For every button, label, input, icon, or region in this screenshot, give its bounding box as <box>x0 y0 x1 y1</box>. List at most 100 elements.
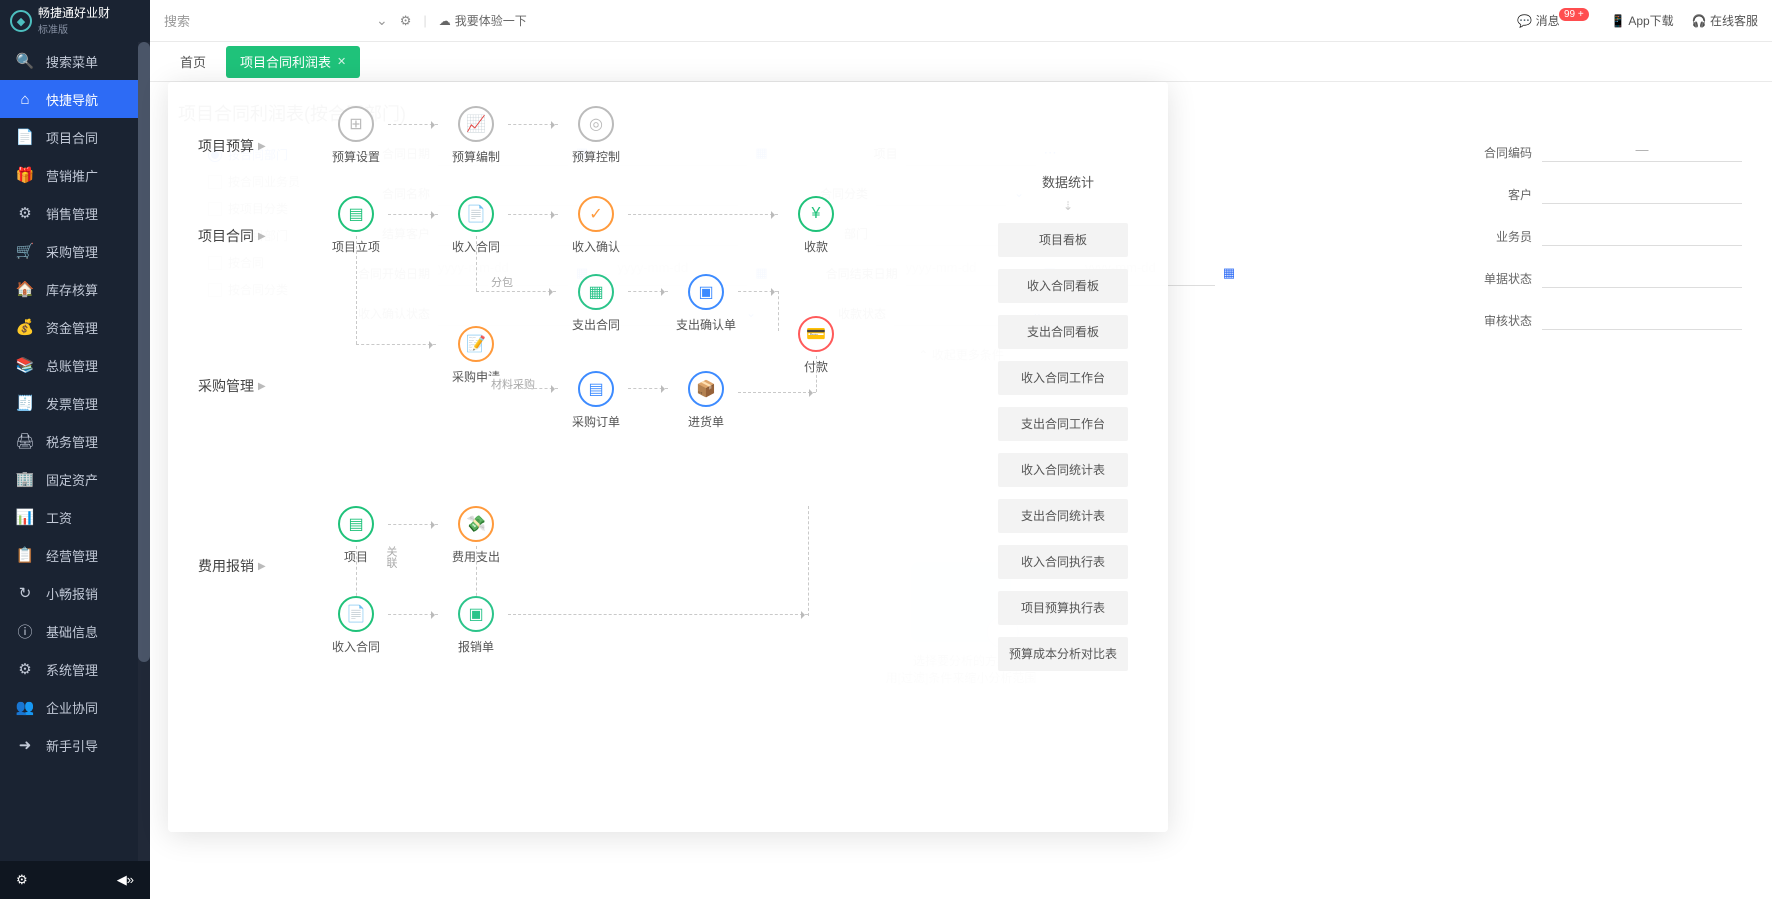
nav-label: 营销推广 <box>46 166 98 185</box>
nav-label: 项目合同 <box>46 128 98 147</box>
messages-button[interactable]: 💬 消息 99 + <box>1517 12 1592 29</box>
sidebar-item-5[interactable]: 🛒采购管理 <box>0 232 150 270</box>
node-budget-setting[interactable]: ⊞预算设置 <box>308 106 404 165</box>
stats-button-3[interactable]: 收入合同工作台 <box>998 361 1128 395</box>
nav-label: 资金管理 <box>46 318 98 337</box>
node-goods-receipt[interactable]: 📦进货单 <box>658 371 754 430</box>
node-budget-control[interactable]: ◎预算控制 <box>548 106 644 165</box>
sidebar-item-18[interactable]: ➜新手引导 <box>0 726 150 764</box>
tab-report-label: 项目合同利润表 <box>240 52 331 71</box>
sidebar-item-11[interactable]: 🏢固定资产 <box>0 460 150 498</box>
messages-badge: 99 + <box>1559 8 1589 21</box>
sidebar-item-9[interactable]: 🧾发票管理 <box>0 384 150 422</box>
sidebar-item-1[interactable]: ⌂ 快捷导航 <box>0 80 150 118</box>
contract-code-input[interactable]: — <box>1542 142 1742 162</box>
top-settings-icon[interactable]: ⚙ <box>400 13 412 29</box>
cloud-icon: ☁ <box>439 14 451 28</box>
lbl-contract-code: 合同编码 <box>1462 144 1532 161</box>
message-icon: 💬 <box>1517 14 1532 28</box>
node-budget-compile[interactable]: 📈预算编制 <box>428 106 524 165</box>
nav-icon: 👥 <box>16 698 34 716</box>
stats-button-1[interactable]: 收入合同看板 <box>998 269 1128 303</box>
lbl-customer: 客户 <box>1462 186 1532 203</box>
promo-link[interactable]: ☁ 我要体验一下 <box>439 12 527 29</box>
settings-icon[interactable]: ⚙ <box>16 872 28 888</box>
tab-home[interactable]: 首页 <box>166 46 220 78</box>
sidebar-item-3[interactable]: 🎁 营销推广 <box>0 156 150 194</box>
node-label: 支出确认单 <box>676 316 736 333</box>
sidebar-item-14[interactable]: ↻小畅报销 <box>0 574 150 612</box>
salesman-input[interactable] <box>1542 226 1742 246</box>
node-exp-income-contract[interactable]: 📄 收入合同 <box>308 596 404 655</box>
audit-status-input[interactable] <box>1542 310 1742 330</box>
stats-button-4[interactable]: 支出合同工作台 <box>998 407 1128 441</box>
nav-label: 工资 <box>46 508 72 527</box>
node-purchase-order[interactable]: ▤采购订单 <box>548 371 644 430</box>
node-expense-contract[interactable]: ▦支出合同 <box>548 274 644 333</box>
nav-label: 系统管理 <box>46 660 98 679</box>
sidebar-item-8[interactable]: 📚总账管理 <box>0 346 150 384</box>
stats-button-6[interactable]: 支出合同统计表 <box>998 499 1128 533</box>
nav-label: 小畅报销 <box>46 584 98 603</box>
node-exp-reimburse[interactable]: ▣报销单 <box>428 596 524 655</box>
nav-label: 采购管理 <box>46 242 98 261</box>
bill-status-input[interactable] <box>1542 268 1742 288</box>
stats-button-2[interactable]: 支出合同看板 <box>998 315 1128 349</box>
customer-service-button[interactable]: 🎧 在线客服 <box>1692 12 1758 29</box>
chevron-right-icon: ▶ <box>258 381 266 392</box>
collapse-sidebar-icon[interactable]: ◀» <box>117 872 134 888</box>
brand: ◆ 畅捷通好业财 标准版 <box>0 0 150 42</box>
stats-button-8[interactable]: 项目预算执行表 <box>998 591 1128 625</box>
contract-icon: 📄 <box>338 596 374 632</box>
nav-icon: 🎁 <box>16 166 34 184</box>
expense-icon: ▦ <box>578 274 614 310</box>
stats-button-7[interactable]: 收入合同执行表 <box>998 545 1128 579</box>
topbar: 搜索 ⌄ ⚙ | ☁ 我要体验一下 💬 消息 99 + 📱 App下载 🎧 在线… <box>150 0 1772 42</box>
nav-label: 快捷导航 <box>46 90 98 109</box>
app-download-button[interactable]: 📱 App下载 <box>1611 12 1674 29</box>
nav-label: 企业协同 <box>46 698 98 717</box>
contract-icon: 📄 <box>458 196 494 232</box>
chart-icon: 📈 <box>458 106 494 142</box>
stats-button-5[interactable]: 收入合同统计表 <box>998 453 1128 487</box>
sidebar-item-12[interactable]: 📊工资 <box>0 498 150 536</box>
stats-button-9[interactable]: 预算成本分析对比表 <box>998 637 1128 671</box>
tab-report[interactable]: 项目合同利润表 ✕ <box>226 46 360 78</box>
search-dropdown-icon[interactable]: ⌄ <box>376 12 388 29</box>
sidebar-scrollbar[interactable] <box>138 42 150 861</box>
tab-close-icon[interactable]: ✕ <box>337 55 346 68</box>
messages-label: 消息 <box>1536 14 1560 28</box>
sidebar-item-4[interactable]: ⚙销售管理 <box>0 194 150 232</box>
global-search[interactable]: 搜索 <box>164 11 364 30</box>
sidebar-item-13[interactable]: 📋经营管理 <box>0 536 150 574</box>
node-collect[interactable]: ¥收款 <box>768 196 864 255</box>
customer-input[interactable] <box>1542 184 1742 204</box>
sidebar-item-17[interactable]: 👥 企业协同 <box>0 688 150 726</box>
node-label: 收入合同 <box>332 638 380 655</box>
calendar-icon[interactable]: ▦ <box>1223 265 1235 281</box>
sidebar-item-2[interactable]: 📄项目合同 <box>0 118 150 156</box>
sidebar-item-15[interactable]: ⓘ基础信息 <box>0 612 150 650</box>
edge-label-relate: 关联 <box>380 546 402 568</box>
nav-icon: ⌂ <box>16 90 34 108</box>
nav-label: 销售管理 <box>46 204 98 223</box>
nav-label: 基础信息 <box>46 622 98 641</box>
lbl-salesman: 业务员 <box>1462 228 1532 245</box>
node-income-confirm[interactable]: ✓收入确认 <box>548 196 644 255</box>
sidebar-item-0[interactable]: 🔍搜索菜单 <box>0 42 150 80</box>
sidebar-item-6[interactable]: 🏠库存核算 <box>0 270 150 308</box>
brand-name: 畅捷通好业财 <box>38 6 110 20</box>
arrow-down-icon: ⇣ <box>998 199 1138 213</box>
qsec-purchase-title: 采购管理▶ <box>198 346 298 396</box>
nav-label: 库存核算 <box>46 280 98 299</box>
control-icon: ◎ <box>578 106 614 142</box>
stats-button-0[interactable]: 项目看板 <box>998 223 1128 257</box>
node-expense-confirm[interactable]: ▣支出确认单 <box>658 274 754 333</box>
sidebar-item-10[interactable]: 🖨税务管理 <box>0 422 150 460</box>
sidebar-item-7[interactable]: 💰资金管理 <box>0 308 150 346</box>
main: 项目合同利润表(按合同部门) 按合同部门按合同业务员按项目分类按项目部门按合同按… <box>150 82 1772 899</box>
expense-icon: 💸 <box>458 506 494 542</box>
promo-text: 我要体验一下 <box>455 12 527 29</box>
node-label: 收款 <box>804 238 828 255</box>
sidebar-item-16[interactable]: ⚙系统管理 <box>0 650 150 688</box>
